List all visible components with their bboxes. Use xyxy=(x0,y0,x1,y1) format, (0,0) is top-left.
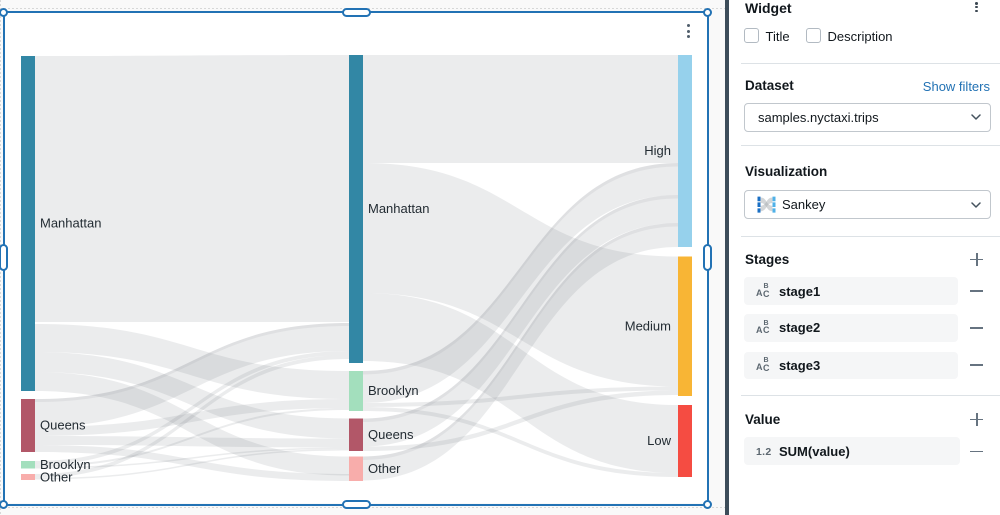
svg-text:Low: Low xyxy=(647,433,671,448)
svg-text:Brooklyn: Brooklyn xyxy=(368,383,419,398)
svg-text:Other: Other xyxy=(40,470,73,485)
svg-text:Manhattan: Manhattan xyxy=(368,201,429,216)
svg-text:Manhattan: Manhattan xyxy=(40,216,101,231)
svg-text:Medium: Medium xyxy=(625,318,671,333)
svg-text:High: High xyxy=(644,143,671,158)
svg-text:Queens: Queens xyxy=(40,418,86,433)
svg-text:Other: Other xyxy=(368,461,401,476)
svg-text:Queens: Queens xyxy=(368,427,414,442)
svg-text:Brooklyn: Brooklyn xyxy=(40,457,91,472)
